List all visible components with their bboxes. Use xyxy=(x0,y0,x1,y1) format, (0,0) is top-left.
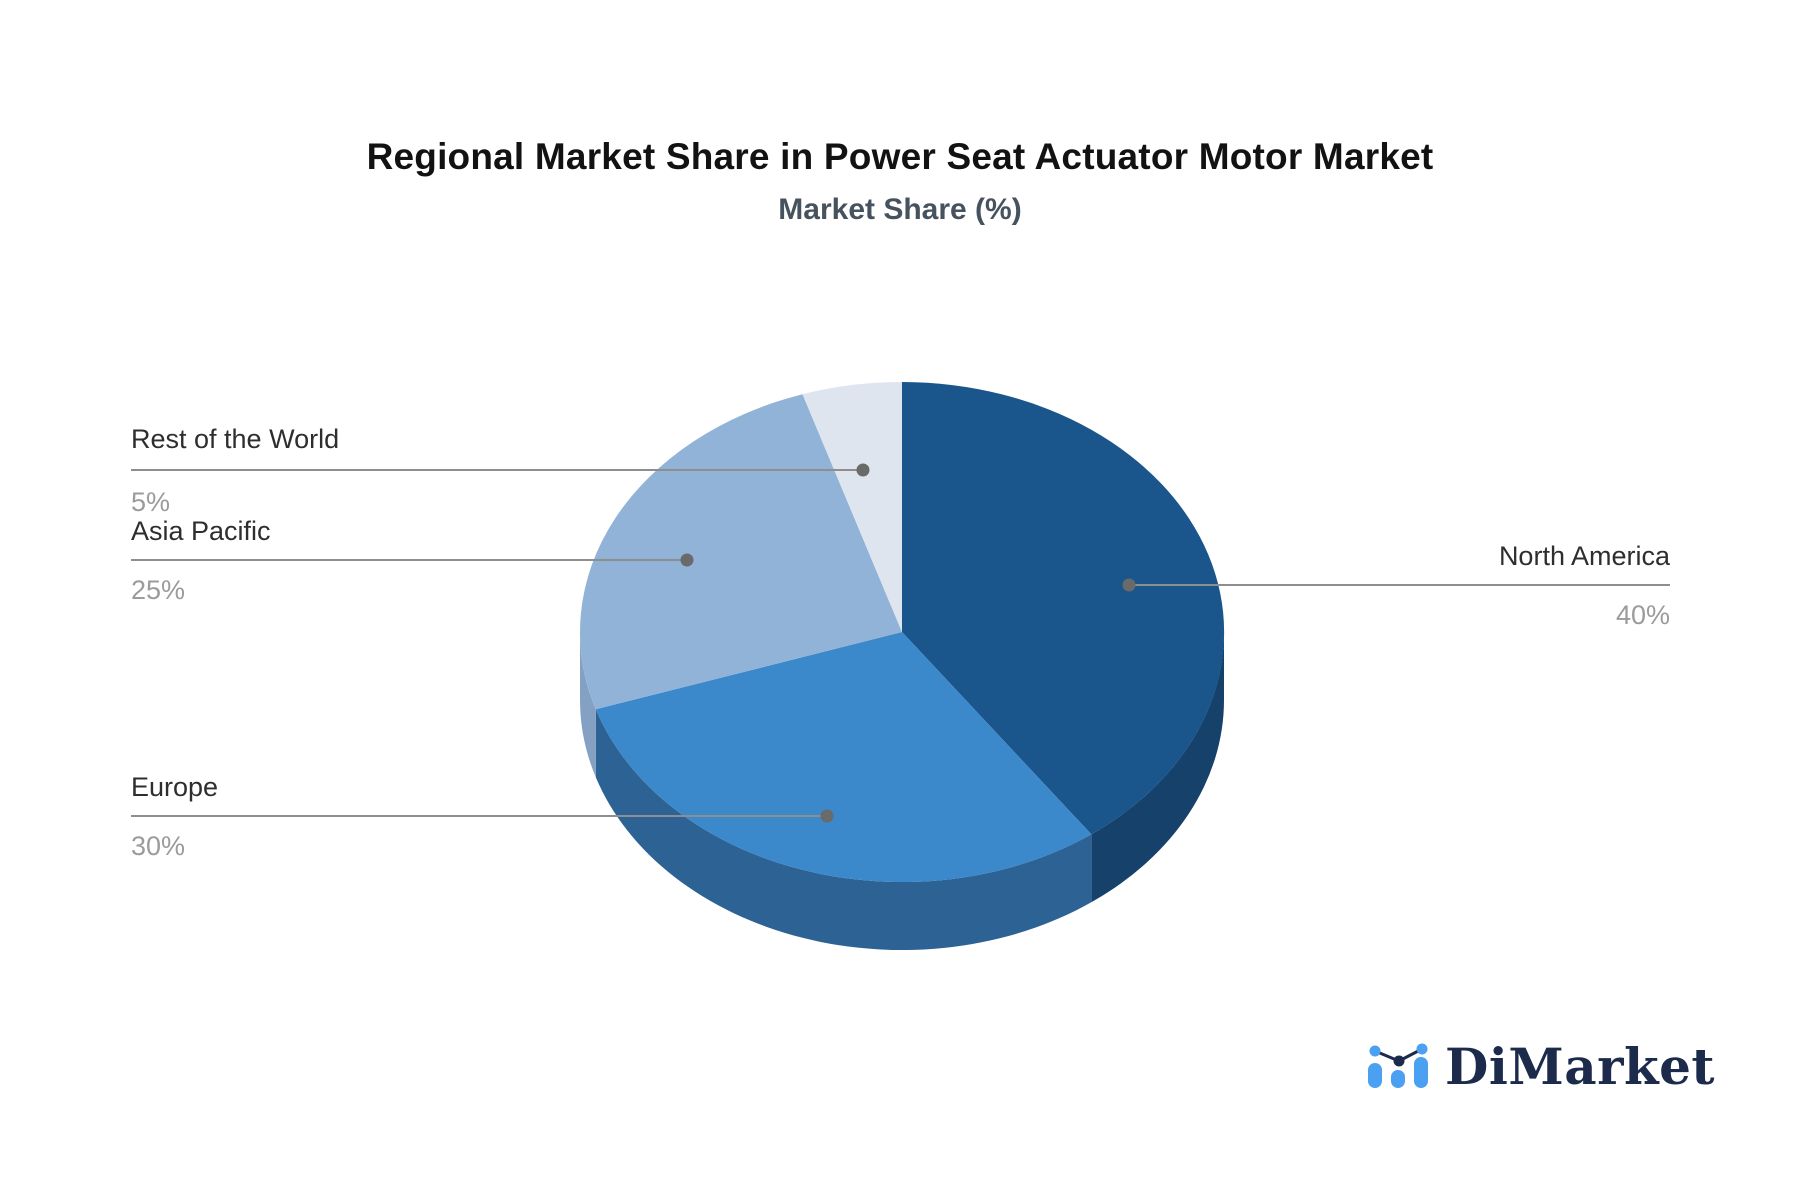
slice-label: North America xyxy=(1498,541,1670,571)
slice-label: Europe xyxy=(131,772,219,802)
slice-callout-north-america: North America 40% xyxy=(1498,540,1670,630)
slice-callout-rest-of-world: Rest of the World 5% xyxy=(131,423,340,517)
brand-logo: DiMarket xyxy=(1366,1037,1715,1096)
slice-value: 25% xyxy=(131,575,186,605)
bar-chart-logo-icon xyxy=(1368,1043,1428,1088)
slice-value: 30% xyxy=(131,831,186,861)
slice-callout-asia-pacific: Asia Pacific 25% xyxy=(131,515,271,605)
chart-subtitle: Market Share (%) xyxy=(778,193,1022,226)
slice-label: Rest of the World xyxy=(131,424,340,454)
slice-value: 5% xyxy=(131,487,171,517)
chart-title: Regional Market Share in Power Seat Actu… xyxy=(366,136,1434,177)
slice-label: Asia Pacific xyxy=(131,516,271,546)
brand-name: DiMarket xyxy=(1445,1037,1715,1096)
slice-callout-europe: Europe 30% xyxy=(131,771,219,861)
slice-value: 40% xyxy=(1615,600,1670,630)
